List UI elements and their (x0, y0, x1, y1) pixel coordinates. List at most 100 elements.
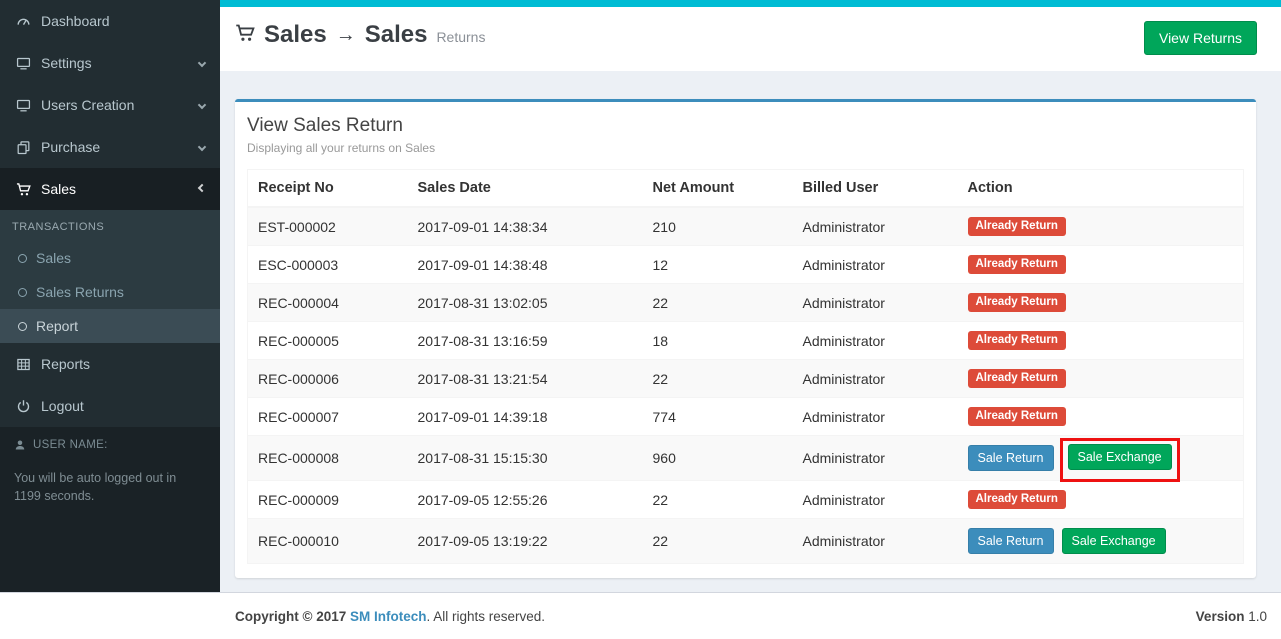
card-title: View Sales Return (247, 115, 403, 136)
sidebar-item-label: Dashboard (41, 13, 110, 29)
receipt-cell: REC-000010 (247, 518, 408, 564)
sidebar-item-users-creation[interactable]: Users Creation (0, 84, 220, 126)
sale-return-button[interactable]: Sale Return (967, 528, 1054, 554)
circle-o-icon (18, 287, 27, 297)
table-wrapper: Receipt No Sales Date Net Amount Billed Use… (235, 163, 1256, 564)
footer: Copyright © 2017 SM Infotech. All rights… (0, 592, 1281, 639)
column-header: Billed User (792, 169, 958, 208)
table-row: REC-000005 2017-08-31 13:16:59 18 Admini… (247, 321, 1244, 360)
cart-icon (235, 23, 255, 48)
chevron-down-icon (197, 183, 207, 192)
already-return-badge: Already Return (967, 217, 1066, 236)
card-header: View Sales Return Displaying all your re… (235, 102, 1256, 163)
version-label: Version (1195, 608, 1245, 624)
user-name-label: USER NAME: (14, 439, 206, 451)
dashboard-icon (15, 13, 31, 29)
sidebar-item-label: Purchase (41, 139, 101, 155)
sales-date-cell: 2017-09-05 12:55:26 (407, 480, 643, 519)
action-cell: Already Return (957, 480, 1244, 519)
sidebar-item-label: Logout (41, 398, 84, 414)
version-value: 1.0 (1248, 608, 1267, 624)
sidebar-item-label: Users Creation (41, 97, 135, 113)
billed-user-cell: Administrator (792, 245, 958, 284)
chevron-left-icon (197, 142, 207, 152)
action-cell: Already Return (957, 245, 1244, 284)
sidebar-item-reports[interactable]: Reports (0, 343, 220, 385)
billed-user-cell: Administrator (792, 480, 958, 519)
submenu-item-sales[interactable]: Sales (0, 241, 220, 275)
sidebar: Dashboard Settings Users Creation (0, 0, 220, 592)
billed-user-cell: Administrator (792, 321, 958, 360)
net-amount-cell: 18 (642, 321, 793, 360)
sidebar-item-purchase[interactable]: Purchase (0, 126, 220, 168)
brand-link[interactable]: SM Infotech (350, 608, 427, 624)
billed-user-cell: Administrator (792, 518, 958, 564)
auto-logout-notice: You will be auto logged out in 1199 seco… (14, 471, 177, 504)
receipt-cell: REC-000004 (247, 283, 408, 322)
net-amount-cell: 22 (642, 480, 793, 519)
sales-date-cell: 2017-09-05 13:19:22 (407, 518, 643, 564)
action-cell: Already Return (957, 206, 1244, 246)
sales-date-cell: 2017-09-01 14:38:48 (407, 245, 643, 284)
content-header: Sales → Sales Returns View Returns (220, 7, 1281, 71)
monitor-icon (15, 55, 31, 71)
sidebar-item-label: Settings (41, 55, 92, 71)
top-accent-strip (220, 0, 1281, 7)
chevron-left-icon (197, 100, 207, 110)
net-amount-cell: 22 (642, 518, 793, 564)
table-icon (15, 356, 31, 372)
table-row: REC-000008 2017-08-31 15:15:30 960 Admin… (247, 435, 1244, 482)
monitor-icon (15, 97, 31, 113)
column-header: Receipt No (247, 169, 408, 208)
table-row: REC-000010 2017-09-05 13:19:22 22 Admini… (247, 518, 1244, 564)
net-amount-cell: 960 (642, 435, 793, 481)
billed-user-cell: Administrator (792, 283, 958, 322)
copy-icon (15, 139, 31, 155)
page-title: Sales → Sales Returns (235, 21, 485, 49)
sales-date-cell: 2017-08-31 13:16:59 (407, 321, 643, 360)
sidebar-item-settings[interactable]: Settings (0, 42, 220, 84)
breadcrumb-returns: Returns (436, 29, 486, 45)
sidebar-item-logout[interactable]: Logout (0, 385, 220, 427)
breadcrumb-sales-2: Sales (364, 21, 428, 48)
submenu-item-label: Sales Returns (36, 284, 124, 300)
sales-returns-table: Receipt No Sales Date Net Amount Billed Use… (247, 169, 1244, 564)
net-amount-cell: 22 (642, 283, 793, 322)
table-row: REC-000007 2017-09-01 14:39:18 774 Admin… (247, 397, 1244, 436)
content-area: View Sales Return Displaying all your re… (220, 71, 1281, 592)
version-text: Version 1.0 (1196, 609, 1267, 624)
submenu-item-sales-returns[interactable]: Sales Returns (0, 275, 220, 309)
action-cell: Already Return (957, 283, 1244, 322)
receipt-cell: REC-000007 (247, 397, 408, 436)
sales-date-cell: 2017-08-31 13:02:05 (407, 283, 643, 322)
copyright-text: Copyright © 2017 SM Infotech. All rights… (235, 609, 545, 624)
header-row: Receipt No Sales Date Net Amount Billed Use… (247, 169, 1244, 208)
submenu-item-label: Sales (36, 250, 72, 266)
sale-return-button[interactable]: Sale Return (967, 445, 1054, 471)
receipt-cell: REC-000006 (247, 359, 408, 398)
rights-text: . All rights reserved. (426, 608, 546, 624)
sidebar-item-sales[interactable]: Sales (0, 168, 220, 210)
table-row: ESC-000003 2017-09-01 14:38:48 12 Admini… (247, 245, 1244, 284)
already-return-badge: Already Return (967, 490, 1066, 509)
sale-exchange-button[interactable]: Sale Exchange (1067, 444, 1172, 470)
net-amount-cell: 12 (642, 245, 793, 284)
sales-date-cell: 2017-09-01 14:38:34 (407, 206, 643, 246)
submenu-item-label: Report (36, 318, 79, 334)
table-row: REC-000006 2017-08-31 13:21:54 22 Admini… (247, 359, 1244, 398)
already-return-badge: Already Return (967, 293, 1066, 312)
table-row: REC-000009 2017-09-05 12:55:26 22 Admini… (247, 480, 1244, 519)
column-header: Sales Date (407, 169, 643, 208)
already-return-badge: Already Return (967, 331, 1066, 350)
sidebar-user-block: USER NAME: You will be auto logged out i… (0, 427, 220, 592)
action-cell: Sale Return Sale Exchange (957, 435, 1244, 482)
sidebar-item-dashboard[interactable]: Dashboard (0, 0, 220, 42)
receipt-cell: EST-000002 (247, 206, 408, 246)
sale-exchange-button[interactable]: Sale Exchange (1061, 528, 1166, 554)
billed-user-cell: Administrator (792, 397, 958, 436)
layout: Dashboard Settings Users Creation (0, 0, 1281, 592)
billed-user-cell: Administrator (792, 435, 958, 481)
view-returns-button[interactable]: View Returns (1143, 21, 1257, 55)
submenu-item-report[interactable]: Report (0, 309, 220, 343)
